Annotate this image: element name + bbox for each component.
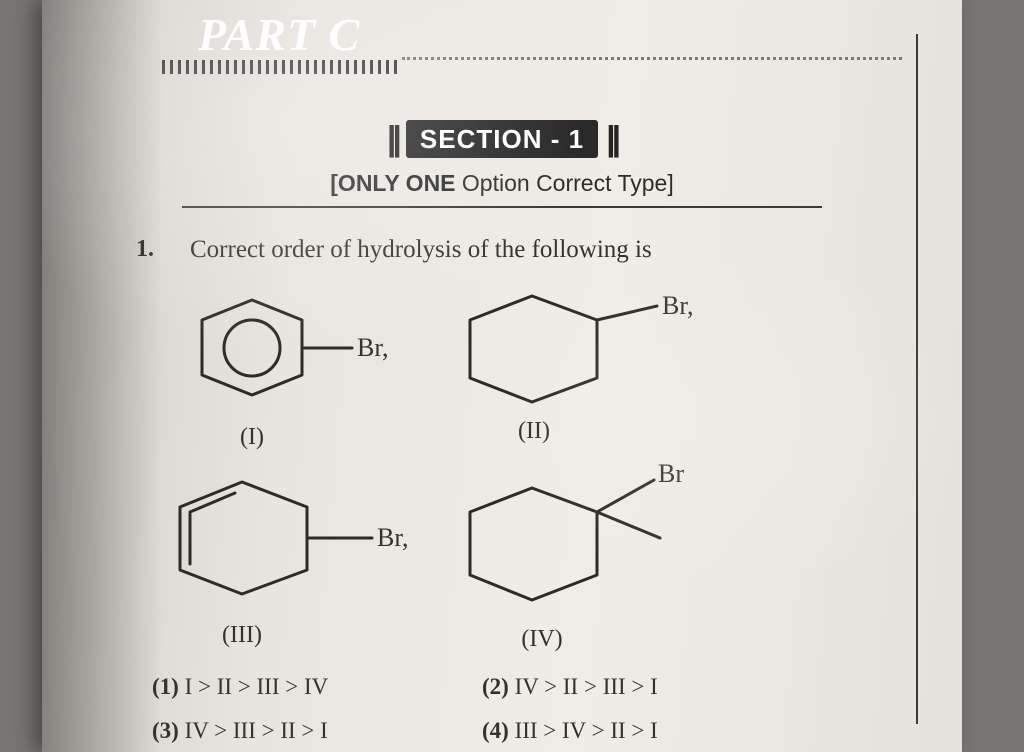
option-4-text: III > IV > II > I [509,718,658,743]
option-2: (2) IV > II > III > I [482,674,658,700]
page-photo: PART C || SECTION - 1 || [ONLY ONE Optio… [42,0,962,752]
part-label: PART C [198,9,360,60]
attach-4: Br [658,460,684,488]
attach-1: Br, [357,333,388,362]
structure-4: Br [462,460,722,630]
left-shadow [42,0,162,752]
option-1: (1) I > II > III > IV [152,674,328,700]
structure-1: Br, [192,280,412,420]
option-4: (4) III > IV > II > I [482,718,658,744]
option-3: (3) IV > III > II > I [152,718,328,744]
option-1-text: I > II > III > IV [179,674,328,699]
option-2-num: (2) [482,674,509,699]
dotted-divider [402,53,902,60]
question-number: 1. [136,236,154,263]
option-3-text: IV > III > II > I [179,718,328,743]
attach-2: Br, [662,291,693,320]
question-text: Correct order of hydrolysis of the follo… [190,236,652,264]
label-3: (III) [202,622,282,649]
option-2-text: IV > II > III > I [509,674,658,699]
option-1-num: (1) [152,674,179,699]
label-4: (IV) [502,626,582,653]
section-row: || SECTION - 1 || [42,120,962,158]
label-1: (I) [212,424,292,451]
subtitle-bold: [ONLY ONE [330,170,455,196]
section-badge: SECTION - 1 [406,120,598,158]
subtitle-underline [182,206,822,208]
part-badge: PART C [180,6,384,64]
option-3-num: (3) [152,718,179,743]
subtitle: [ONLY ONE Option Correct Type] [42,170,962,197]
subtitle-rest: Option Correct Type] [456,170,674,196]
option-4-num: (4) [482,718,509,743]
attach-3: Br, [377,523,408,552]
structure-2: Br, [462,278,712,418]
bars-left: || [387,122,398,156]
bars-right: || [606,122,617,156]
label-2: (II) [494,418,574,445]
structure-3: Br, [172,462,432,622]
